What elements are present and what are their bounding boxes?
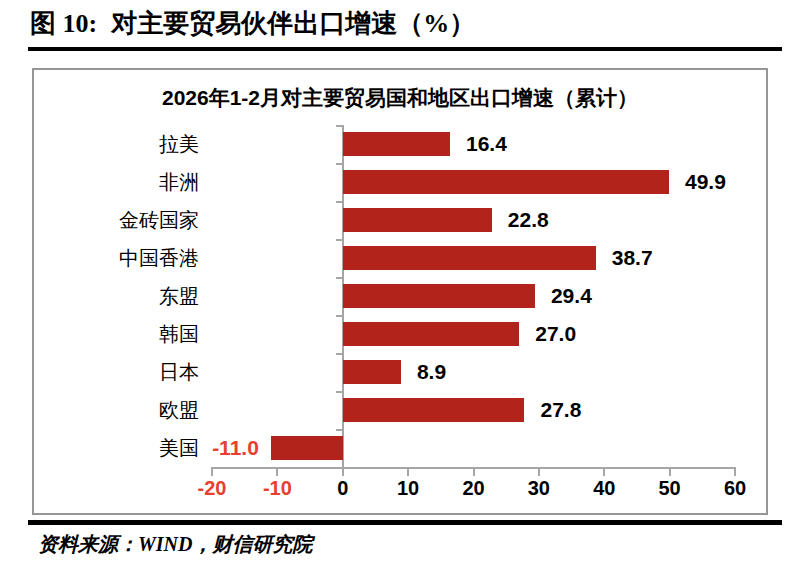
- category-axis-tick: [336, 239, 342, 241]
- x-axis-tick-label: -20: [188, 477, 236, 500]
- bar-value-label: 38.7: [612, 239, 653, 277]
- bar-value-label: 27.0: [535, 315, 576, 353]
- x-axis-tick: [211, 467, 213, 476]
- category-axis-tick: [336, 277, 342, 279]
- category-axis-tick: [336, 391, 342, 393]
- bar: [343, 398, 525, 422]
- footer-divider: [28, 520, 782, 525]
- category-label: 金砖国家: [32, 201, 199, 239]
- category-axis-tick: [336, 125, 342, 127]
- header-divider: [28, 47, 782, 51]
- x-axis-tick: [538, 467, 540, 476]
- x-axis-tick: [734, 467, 736, 476]
- category-axis-tick: [336, 163, 342, 165]
- x-axis-tick: [407, 467, 409, 476]
- x-axis-tick-label: 60: [711, 477, 759, 500]
- bar-value-label: -11.0: [212, 429, 259, 467]
- category-label: 欧盟: [32, 391, 199, 429]
- x-axis-tick-label: 10: [384, 477, 432, 500]
- bar: [343, 284, 535, 308]
- category-axis-tick: [336, 353, 342, 355]
- chart-panel: 2026年1-2月对主要贸易国和地区出口增速（累计） -20-100102030…: [32, 68, 768, 515]
- bar: [343, 322, 520, 346]
- source-note: 资料来源：WIND，财信研究院: [38, 531, 312, 558]
- bar-value-label: 8.9: [417, 353, 446, 391]
- x-axis-tick: [603, 467, 605, 476]
- bar-value-label: 22.8: [508, 201, 549, 239]
- bar: [343, 246, 596, 270]
- category-label: 非洲: [32, 163, 199, 201]
- x-axis-tick-label: 30: [515, 477, 563, 500]
- x-axis-tick: [342, 467, 344, 476]
- plot-area: -20-100102030405060拉美16.4非洲49.9金砖国家22.8中…: [212, 125, 735, 467]
- category-label: 美国: [32, 429, 199, 467]
- bar-value-label: 29.4: [551, 277, 592, 315]
- category-axis-tick: [336, 315, 342, 317]
- x-axis-tick: [276, 467, 278, 476]
- bar: [343, 170, 669, 194]
- chart-title: 2026年1-2月对主要贸易国和地区出口增速（累计）: [34, 84, 766, 112]
- category-axis-tick: [336, 201, 342, 203]
- bar-value-label: 27.8: [540, 391, 581, 429]
- category-label: 日本: [32, 353, 199, 391]
- bar-value-label: 49.9: [685, 163, 726, 201]
- figure-header: 图 10: 对主要贸易伙伴出口增速（%）: [30, 6, 790, 41]
- x-axis-tick-label: 0: [319, 477, 367, 500]
- bar: [343, 132, 450, 156]
- category-label: 中国香港: [32, 239, 199, 277]
- category-axis-tick: [336, 429, 342, 431]
- category-label: 东盟: [32, 277, 199, 315]
- x-axis-tick: [473, 467, 475, 476]
- bar: [271, 436, 343, 460]
- category-label: 拉美: [32, 125, 199, 163]
- bar: [343, 208, 492, 232]
- x-axis-tick-label: 50: [646, 477, 694, 500]
- figure-number: 图 10:: [30, 9, 97, 38]
- x-axis-tick: [669, 467, 671, 476]
- x-axis-tick-label: -10: [253, 477, 301, 500]
- x-axis-tick-label: 40: [580, 477, 628, 500]
- bar-value-label: 16.4: [466, 125, 507, 163]
- category-label: 韩国: [32, 315, 199, 353]
- x-axis-tick-label: 20: [450, 477, 498, 500]
- bar: [343, 360, 401, 384]
- figure-title: 对主要贸易伙伴出口增速（%）: [111, 9, 475, 38]
